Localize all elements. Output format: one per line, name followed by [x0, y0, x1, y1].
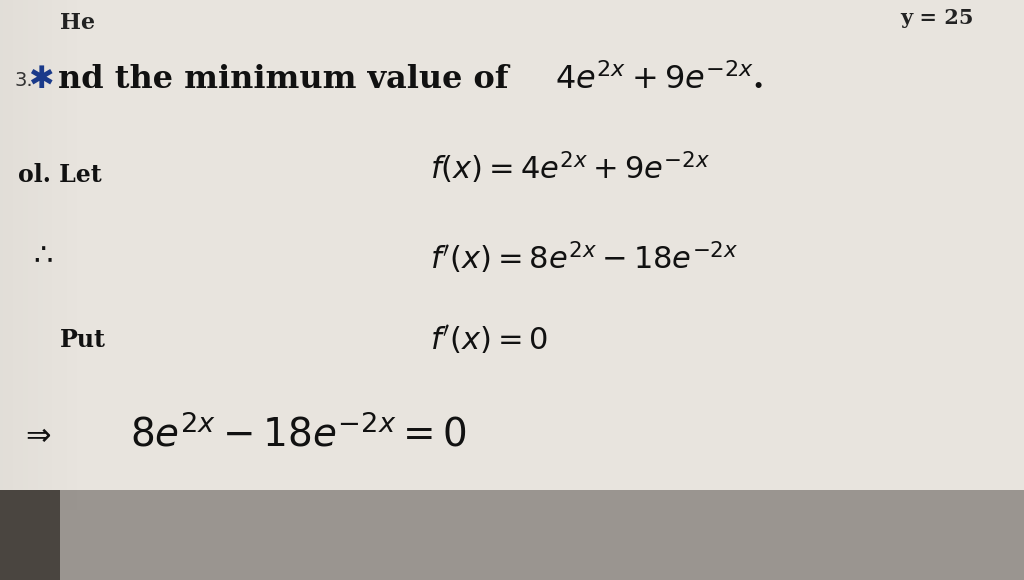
Text: nd the minimum value of: nd the minimum value of	[58, 64, 519, 96]
Text: Put: Put	[60, 328, 105, 352]
Text: $\therefore$: $\therefore$	[28, 240, 53, 270]
Bar	[0, 490, 60, 580]
Text: y = 25: y = 25	[900, 8, 974, 28]
Text: ol. Let: ol. Let	[18, 163, 101, 187]
Bar	[0, 490, 1024, 580]
Bar	[0, 0, 1024, 510]
Text: He: He	[60, 12, 95, 34]
Text: $f(x) = 4e^{2x} + 9e^{-2x}$: $f(x) = 4e^{2x} + 9e^{-2x}$	[430, 150, 710, 186]
Text: $\Rightarrow$: $\Rightarrow$	[20, 419, 52, 451]
Text: $f'(x) = 8e^{2x} - 18e^{-2x}$: $f'(x) = 8e^{2x} - 18e^{-2x}$	[430, 240, 738, 276]
Text: $f'(x) = 0$: $f'(x) = 0$	[430, 324, 549, 357]
Text: 3.: 3.	[14, 71, 33, 89]
Text: $4e^{2x} + 9e^{-2x}$.: $4e^{2x} + 9e^{-2x}$.	[555, 64, 764, 96]
Text: $8e^{2x} - 18e^{-2x} = 0$: $8e^{2x} - 18e^{-2x} = 0$	[130, 415, 467, 455]
Text: ✱: ✱	[28, 66, 53, 95]
